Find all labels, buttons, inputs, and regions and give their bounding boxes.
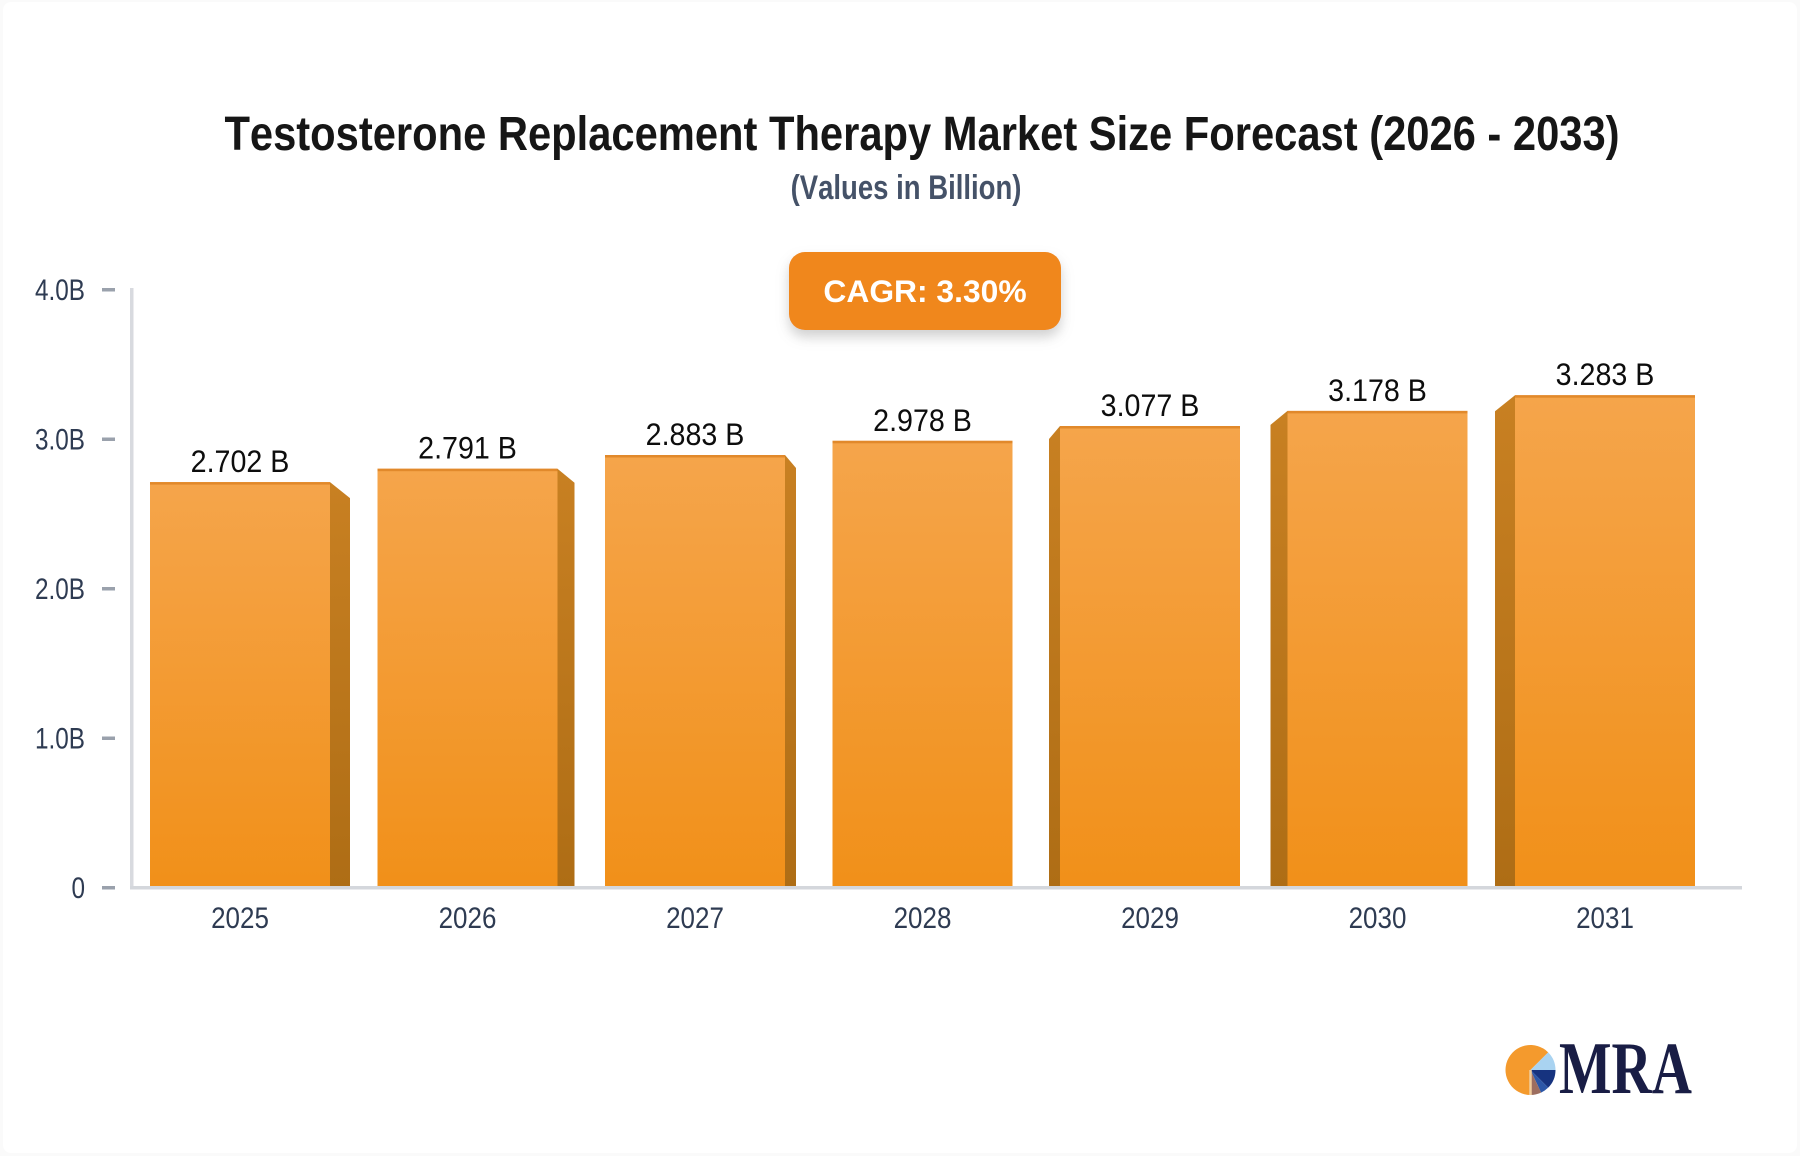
svg-text:2.702 B: 2.702 B xyxy=(191,445,290,480)
svg-text:2.791 B: 2.791 B xyxy=(418,431,517,466)
svg-text:2031: 2031 xyxy=(1576,901,1634,934)
svg-text:2028: 2028 xyxy=(894,901,952,934)
svg-text:1.0B: 1.0B xyxy=(35,722,85,755)
svg-text:3.283 B: 3.283 B xyxy=(1556,358,1655,393)
svg-text:Testosterone Replacement Thera: Testosterone Replacement Therapy Market … xyxy=(224,106,1619,161)
svg-text:CAGR: 3.30%: CAGR: 3.30% xyxy=(823,273,1026,309)
svg-text:2027: 2027 xyxy=(666,901,724,934)
svg-text:MRA: MRA xyxy=(1559,1029,1692,1110)
svg-text:3.077 B: 3.077 B xyxy=(1101,389,1200,424)
svg-text:2.883 B: 2.883 B xyxy=(646,418,745,453)
svg-text:3.0B: 3.0B xyxy=(35,423,85,456)
svg-text:2026: 2026 xyxy=(439,901,497,934)
svg-text:2.0B: 2.0B xyxy=(35,573,85,606)
svg-text:0: 0 xyxy=(71,872,85,905)
svg-text:4.0B: 4.0B xyxy=(35,274,85,307)
svg-text:2.978 B: 2.978 B xyxy=(873,403,972,438)
svg-text:3.178 B: 3.178 B xyxy=(1328,374,1427,409)
svg-text:2029: 2029 xyxy=(1121,901,1179,934)
svg-text:(Values in Billion): (Values in Billion) xyxy=(791,168,1022,207)
svg-text:2030: 2030 xyxy=(1349,901,1407,934)
svg-text:2025: 2025 xyxy=(211,901,269,934)
